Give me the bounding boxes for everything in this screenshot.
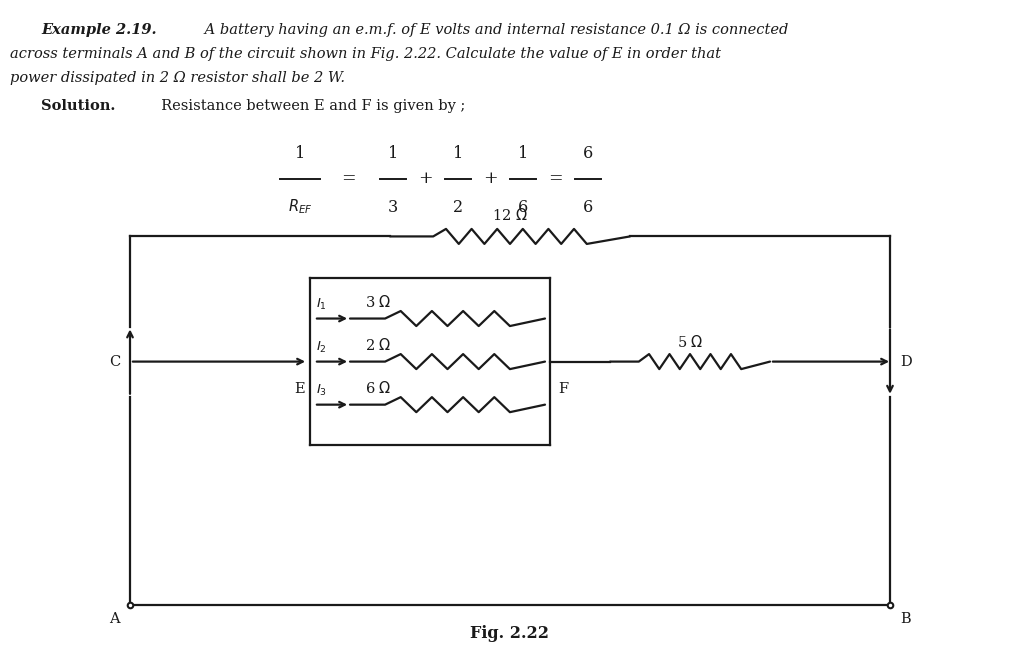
Text: 3 $\Omega$: 3 $\Omega$ — [365, 294, 391, 309]
Text: 2 $\Omega$: 2 $\Omega$ — [365, 336, 391, 353]
Text: $I_3$: $I_3$ — [316, 382, 327, 397]
Text: 6: 6 — [583, 199, 593, 216]
Text: 12 $\Omega$: 12 $\Omega$ — [493, 208, 528, 223]
Text: A battery having an e.m.f. of E volts and internal resistance 0.1 Ω is connected: A battery having an e.m.f. of E volts an… — [200, 23, 788, 37]
Text: +: + — [418, 170, 432, 187]
Text: B: B — [900, 612, 910, 626]
Text: F: F — [558, 382, 568, 396]
Text: 5 $\Omega$: 5 $\Omega$ — [677, 334, 703, 350]
Text: $R_{EF}$: $R_{EF}$ — [288, 198, 312, 216]
Text: D: D — [900, 355, 911, 369]
Text: +: + — [482, 170, 498, 187]
Text: 3: 3 — [388, 199, 398, 216]
Text: 1: 1 — [388, 145, 398, 162]
Text: 2: 2 — [453, 199, 463, 216]
Text: 1: 1 — [453, 145, 463, 162]
Text: 6: 6 — [518, 199, 528, 216]
Text: power dissipated in 2 Ω resistor shall be 2 W.: power dissipated in 2 Ω resistor shall b… — [10, 71, 345, 85]
Text: 1: 1 — [518, 145, 528, 162]
Text: E: E — [294, 382, 305, 396]
Text: C: C — [109, 355, 120, 369]
Text: 1: 1 — [295, 145, 305, 162]
Text: Example 2.19.: Example 2.19. — [41, 23, 157, 37]
Text: Solution.: Solution. — [41, 99, 116, 112]
Text: Fig. 2.22: Fig. 2.22 — [470, 625, 550, 642]
Text: =: = — [341, 170, 355, 187]
Text: Resistance between E and F is given by ;: Resistance between E and F is given by ; — [152, 99, 465, 112]
Text: 6 $\Omega$: 6 $\Omega$ — [365, 380, 391, 396]
Text: across terminals A and B of the circuit shown in Fig. 2.22. Calculate the value : across terminals A and B of the circuit … — [10, 47, 721, 61]
Text: $I_1$: $I_1$ — [316, 296, 327, 311]
Text: A: A — [110, 612, 120, 626]
Text: 6: 6 — [583, 145, 593, 162]
Text: =: = — [548, 170, 562, 187]
Text: $I_2$: $I_2$ — [316, 340, 327, 355]
